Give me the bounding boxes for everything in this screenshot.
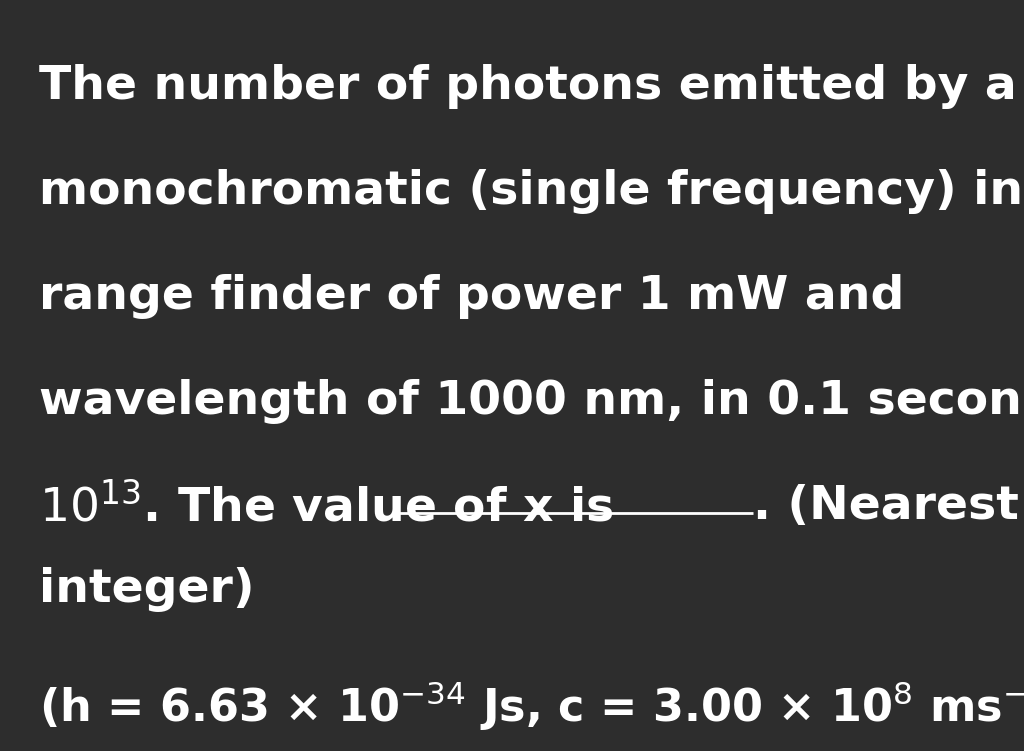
Text: . (Nearest: . (Nearest [753, 484, 1019, 529]
Text: wavelength of 1000 nm, in 0.1 second is x ×: wavelength of 1000 nm, in 0.1 second is … [39, 379, 1024, 424]
Text: (h = 6.63 × 10$^{-34}$ Js, c = 3.00 × 10$^{8}$ ms$^{-1}$): (h = 6.63 × 10$^{-34}$ Js, c = 3.00 × 10… [39, 680, 1024, 733]
Text: monochromatic (single frequency) infrared: monochromatic (single frequency) infrare… [39, 169, 1024, 214]
Text: range finder of power 1 mW and: range finder of power 1 mW and [39, 274, 904, 319]
Text: integer): integer) [39, 567, 254, 612]
Text: The number of photons emitted by a: The number of photons emitted by a [39, 64, 1017, 109]
Text: $10^{13}$. The value of x is: $10^{13}$. The value of x is [39, 484, 613, 532]
